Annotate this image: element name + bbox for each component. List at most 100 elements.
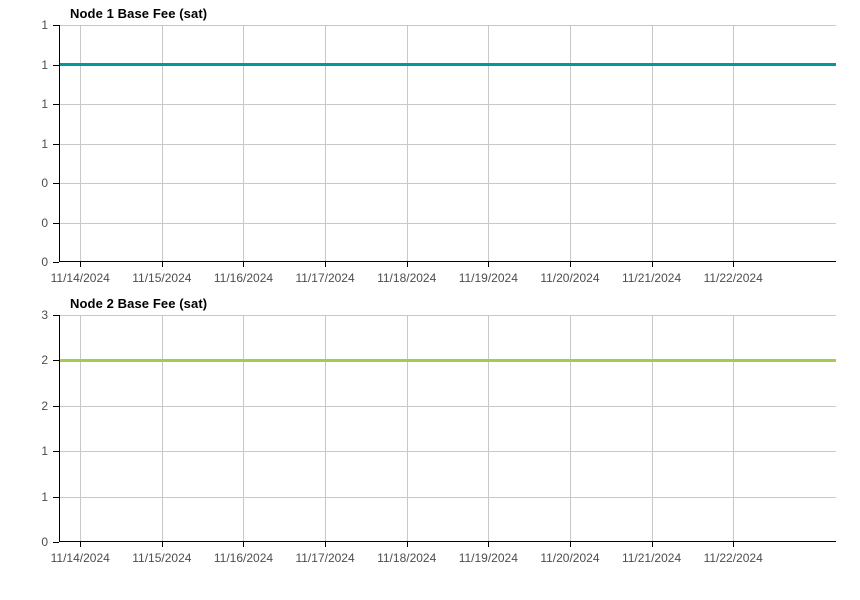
x-tick (80, 542, 82, 547)
x-axis-tick-label: 11/16/2024 (213, 551, 274, 565)
x-tick (243, 542, 245, 547)
x-tick (325, 542, 327, 547)
gridline-vertical (569, 315, 571, 542)
x-axis-tick-label: 11/15/2024 (132, 551, 192, 565)
x-axis-tick-label: 11/21/2024 (621, 271, 682, 285)
data-series-line (59, 63, 836, 66)
gridline-horizontal (59, 451, 836, 453)
y-tick (53, 315, 59, 316)
gridline-vertical (733, 315, 735, 542)
gridline-vertical (651, 25, 653, 262)
x-tick (733, 262, 735, 267)
y-tick (53, 25, 59, 26)
y-tick (53, 451, 59, 453)
y-tick (53, 360, 59, 362)
gridline-horizontal (59, 183, 836, 184)
x-axis-tick-label: 11/19/2024 (458, 551, 518, 565)
y-tick (53, 222, 59, 224)
y-axis-tick-label: 1 (41, 444, 48, 459)
x-axis-tick-label: 11/22/2024 (703, 271, 763, 285)
gridline-vertical (325, 315, 327, 542)
x-axis-tick-label: 11/15/2024 (132, 271, 192, 285)
y-axis-tick-label: 3 (41, 308, 48, 322)
y-tick (53, 496, 59, 498)
gridline-vertical (733, 25, 735, 262)
gridline-vertical (488, 315, 490, 542)
x-axis-line-node-2 (59, 541, 836, 542)
y-axis-line-node-1 (59, 25, 60, 262)
y-axis-tick-label: 1 (41, 57, 48, 72)
chart-title-node-2: Node 2 Base Fee (sat) (70, 296, 208, 311)
gridline-horizontal (59, 104, 836, 105)
y-tick (53, 405, 59, 407)
y-tick (53, 64, 59, 66)
y-tick (53, 262, 59, 263)
y-axis-tick-label: 1 (41, 489, 48, 504)
x-tick (488, 542, 490, 547)
y-axis-tick-label: 2 (41, 353, 48, 368)
gridline-vertical (406, 315, 408, 542)
x-tick (161, 542, 163, 547)
x-tick (80, 262, 82, 267)
x-tick (733, 542, 735, 547)
gridline-vertical (243, 25, 245, 262)
x-axis-tick-label: 11/18/2024 (377, 551, 437, 565)
y-axis-tick-label: 1 (41, 136, 48, 151)
x-tick (488, 262, 490, 267)
x-tick (569, 262, 571, 267)
gridline-horizontal (59, 315, 836, 316)
gridline-vertical (325, 25, 327, 262)
gridline-vertical (80, 315, 82, 542)
plot-area-node-1 (53, 25, 836, 267)
gridline-horizontal (59, 496, 836, 498)
chart-panel-node-2: Node 2 Base Fee (sat) 3 2 2 1 1 0 11/14/2024 1… (0, 290, 860, 600)
x-tick (243, 262, 245, 267)
y-axis-tick-label: 1 (41, 18, 48, 32)
y-tick (53, 104, 59, 105)
y-tick (53, 183, 59, 184)
gridline-vertical (651, 315, 653, 542)
data-series-line (59, 358, 836, 362)
gridline-vertical (161, 315, 163, 542)
gridline-vertical (161, 25, 163, 262)
x-axis-tick-label: 11/17/2024 (295, 551, 355, 565)
x-tick (406, 542, 408, 547)
y-axis-tick-label: 0 (41, 176, 48, 190)
gridline-horizontal (59, 25, 836, 26)
x-tick (325, 262, 327, 267)
chart-panel-node-1: Node 1 Base Fee (sat) 1 1 1 1 0 0 0 11/14/2024… (0, 0, 860, 290)
x-axis-tick-label: 11/14/2024 (50, 551, 110, 565)
plot-area-node-2 (53, 315, 836, 547)
y-tick (53, 542, 59, 543)
chart-title-node-1: Node 1 Base Fee (sat) (70, 6, 208, 21)
gridline-horizontal (59, 405, 836, 407)
x-axis-line-node-1 (59, 261, 836, 262)
x-tick (406, 262, 408, 267)
gridline-vertical (488, 25, 490, 262)
x-tick (651, 542, 653, 547)
gridline-vertical (569, 25, 571, 262)
x-tick (161, 262, 163, 267)
gridline-horizontal (59, 222, 836, 224)
y-axis-tick-label: 0 (41, 535, 48, 549)
x-axis-tick-label: 11/19/2024 (458, 271, 518, 285)
x-axis-tick-label: 11/14/2024 (50, 271, 110, 285)
y-axis-tick-label: 0 (41, 215, 48, 230)
x-axis-tick-label: 11/21/2024 (621, 551, 682, 565)
y-axis-tick-label: 0 (41, 255, 48, 269)
x-axis-tick-label: 11/20/2024 (540, 551, 600, 565)
y-axis-tick-label: 1 (41, 97, 48, 111)
y-tick (53, 143, 59, 145)
x-axis-tick-label: 11/22/2024 (703, 551, 763, 565)
gridline-vertical (243, 315, 245, 542)
x-tick (651, 262, 653, 267)
gridline-vertical (80, 25, 82, 262)
y-axis-line-node-2 (59, 315, 60, 542)
x-axis-tick-label: 11/17/2024 (295, 271, 355, 285)
gridline-vertical (406, 25, 408, 262)
x-axis-tick-label: 11/18/2024 (377, 271, 437, 285)
gridline-horizontal (59, 143, 836, 145)
x-tick (569, 542, 571, 547)
x-axis-tick-label: 11/16/2024 (213, 271, 274, 285)
